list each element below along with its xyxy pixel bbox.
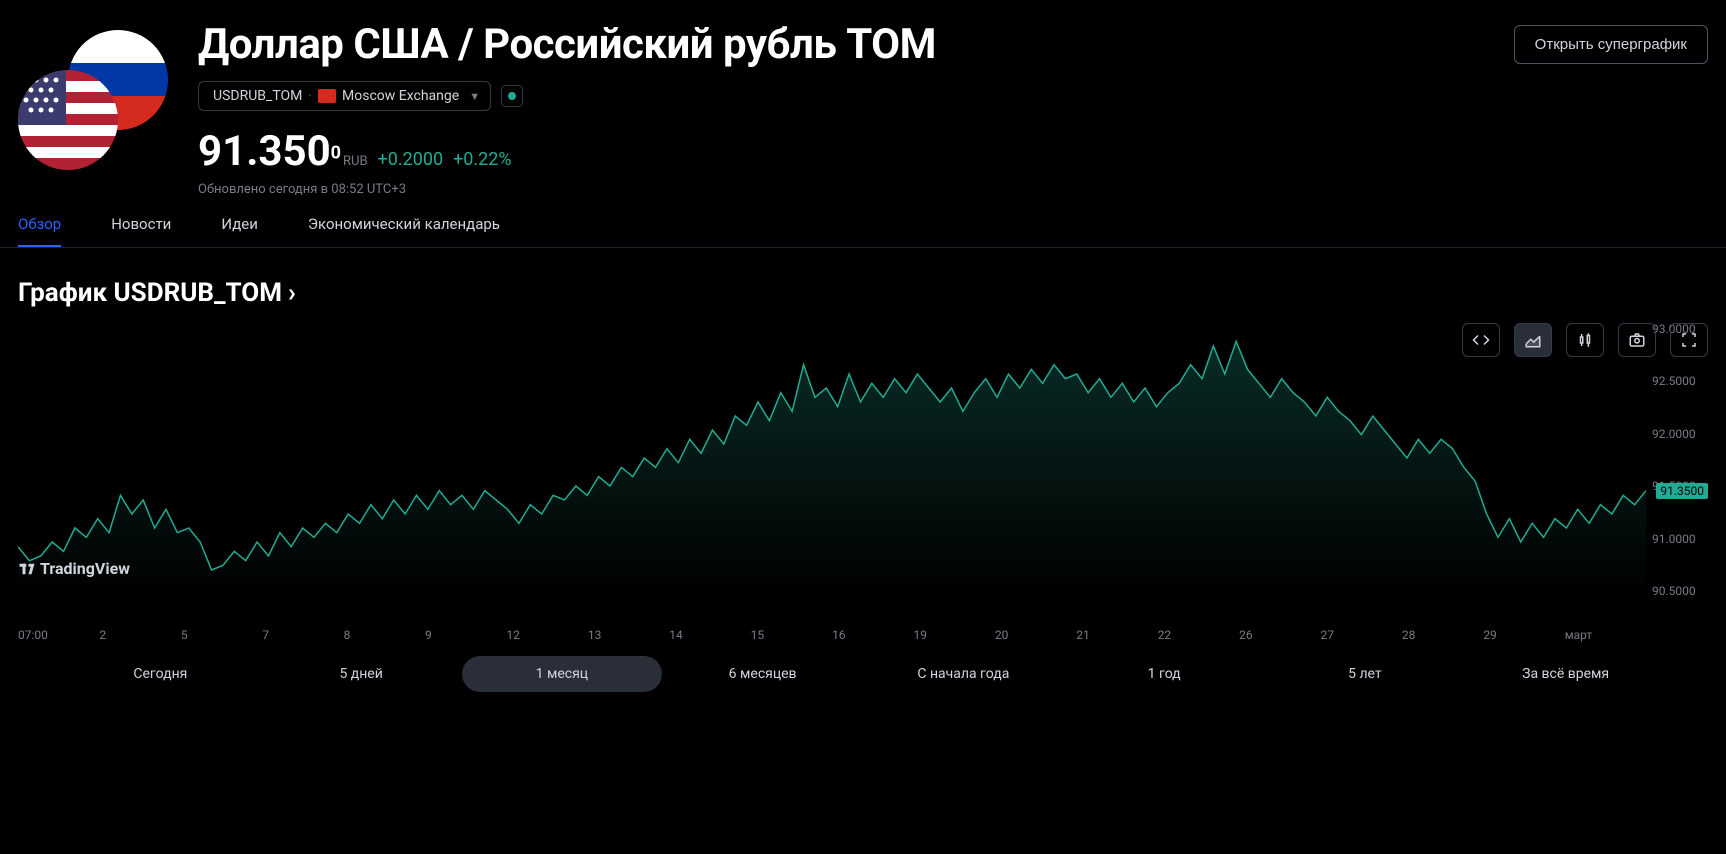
x-tick: 28 bbox=[1402, 628, 1483, 642]
y-tick: 92.0000 bbox=[1652, 427, 1708, 441]
embed-code-button[interactable] bbox=[1462, 323, 1500, 357]
time-range-6 месяцев[interactable]: 6 месяцев bbox=[662, 656, 863, 692]
exchange-name: Moscow Exchange bbox=[342, 88, 459, 104]
x-tick: 14 bbox=[669, 628, 750, 642]
open-superchart-button[interactable]: Открыть суперграфик bbox=[1514, 25, 1708, 64]
x-tick: 7 bbox=[262, 628, 343, 642]
fullscreen-button[interactable] bbox=[1670, 323, 1708, 357]
time-range-За всё время[interactable]: За всё время bbox=[1465, 656, 1666, 692]
time-range-selector: Сегодня5 дней1 месяц6 месяцевС начала го… bbox=[0, 642, 1726, 706]
y-tick: 90.5000 bbox=[1652, 584, 1708, 598]
y-tick: 91.0000 bbox=[1652, 532, 1708, 546]
x-tick: 26 bbox=[1239, 628, 1320, 642]
price-value: 91.3500RUB bbox=[198, 127, 368, 176]
x-tick: 27 bbox=[1321, 628, 1402, 642]
y-tick: 92.5000 bbox=[1652, 374, 1708, 388]
market-status-indicator[interactable] bbox=[501, 85, 523, 107]
ticker-selector[interactable]: USDRUB_TOM · Moscow Exchange ▼ bbox=[198, 81, 491, 111]
x-tick: 13 bbox=[588, 628, 669, 642]
x-tick: 20 bbox=[995, 628, 1076, 642]
price-change-abs: +0.2000 bbox=[378, 149, 444, 170]
last-updated: Обновлено сегодня в 08:52 UTC+3 bbox=[198, 182, 1708, 197]
x-tick: 29 bbox=[1483, 628, 1564, 642]
price-chart[interactable] bbox=[18, 318, 1646, 628]
chart-title-link[interactable]: График USDRUB_TOM › bbox=[0, 248, 1726, 318]
time-range-1 месяц[interactable]: 1 месяц bbox=[462, 656, 663, 692]
tab-Обзор[interactable]: Обзор bbox=[18, 215, 61, 247]
x-tick: 19 bbox=[913, 628, 994, 642]
x-tick: 5 bbox=[181, 628, 262, 642]
x-tick: 16 bbox=[832, 628, 913, 642]
time-range-5 лет[interactable]: 5 лет bbox=[1265, 656, 1466, 692]
x-tick: 12 bbox=[506, 628, 587, 642]
area-chart-button[interactable] bbox=[1514, 323, 1552, 357]
snapshot-button[interactable] bbox=[1618, 323, 1656, 357]
time-range-Сегодня[interactable]: Сегодня bbox=[60, 656, 261, 692]
current-price-label: 91.3500 bbox=[1656, 483, 1708, 499]
x-tick: 2 bbox=[99, 628, 180, 642]
tab-Новости[interactable]: Новости bbox=[111, 215, 171, 247]
x-tick: 15 bbox=[751, 628, 832, 642]
chevron-right-icon: › bbox=[288, 278, 296, 308]
moex-icon bbox=[318, 89, 336, 103]
tab-Идеи[interactable]: Идеи bbox=[221, 215, 258, 247]
time-range-С начала года[interactable]: С начала года bbox=[863, 656, 1064, 692]
x-tick: 8 bbox=[344, 628, 425, 642]
tab-Экономический календарь[interactable]: Экономический календарь bbox=[308, 215, 500, 247]
chevron-down-icon: ▼ bbox=[469, 90, 480, 103]
page-title: Доллар США / Российский рубль TOM bbox=[198, 20, 936, 69]
ticker-symbol: USDRUB_TOM bbox=[213, 88, 302, 104]
time-range-5 дней[interactable]: 5 дней bbox=[261, 656, 462, 692]
candle-chart-button[interactable] bbox=[1566, 323, 1604, 357]
x-axis: 07:002578912131415161920212226272829март bbox=[0, 628, 1726, 642]
y-axis: 93.000092.500092.000091.500091.000090.50… bbox=[1646, 318, 1708, 628]
time-range-1 год[interactable]: 1 год bbox=[1064, 656, 1265, 692]
tradingview-brand[interactable]: TradingView bbox=[18, 559, 130, 578]
x-tick: 9 bbox=[425, 628, 506, 642]
x-tick: 22 bbox=[1158, 628, 1239, 642]
currency-flags bbox=[18, 20, 173, 170]
x-tick: 21 bbox=[1076, 628, 1157, 642]
tab-bar: Обзор Новости Идеи Экономический календарь bbox=[0, 197, 1726, 248]
x-tick: март bbox=[1565, 628, 1646, 642]
price-change-pct: +0.22% bbox=[453, 149, 512, 170]
flag-us-icon bbox=[18, 70, 118, 170]
x-tick: 07:00 bbox=[18, 628, 99, 642]
